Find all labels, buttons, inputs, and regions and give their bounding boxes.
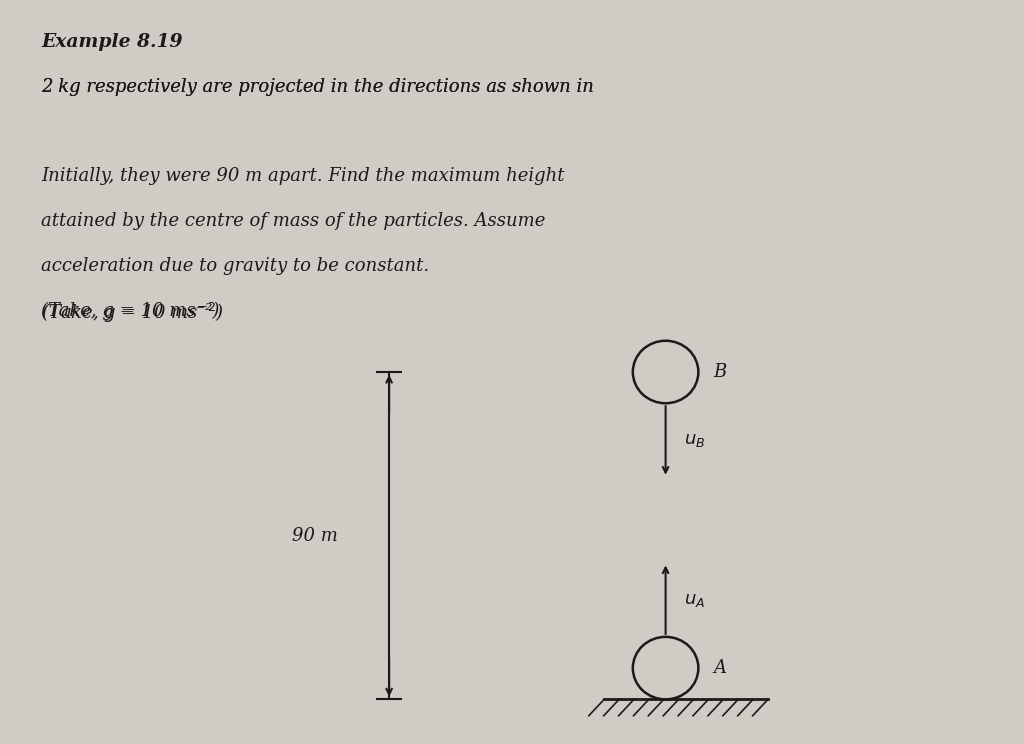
Text: attained by the centre of mass of the particles. Assume: attained by the centre of mass of the pa… [41, 212, 546, 230]
Text: 2 kg respectively are projected in the directions as shown in: 2 kg respectively are projected in the d… [41, 78, 594, 96]
Text: acceleration due to gravity to be constant.: acceleration due to gravity to be consta… [41, 257, 429, 275]
Text: Example 8.19: Example 8.19 [41, 33, 182, 51]
Text: 90 m: 90 m [292, 527, 338, 545]
Text: (Take, $g$ = 10 ms$^{-2}$): (Take, $g$ = 10 ms$^{-2}$) [41, 301, 224, 325]
Text: 2 kg respectively are projected in the directions as shown in: 2 kg respectively are projected in the d… [41, 78, 594, 96]
Text: B: B [714, 363, 727, 381]
Text: Initially, they were 90 m apart. Find the maximum height: Initially, they were 90 m apart. Find th… [41, 167, 564, 185]
Text: (Take, g = 10 ms⁻²): (Take, g = 10 ms⁻²) [41, 301, 219, 320]
Text: $u_B$: $u_B$ [684, 432, 706, 449]
Text: $u_A$: $u_A$ [684, 591, 706, 609]
Text: A: A [714, 659, 727, 677]
